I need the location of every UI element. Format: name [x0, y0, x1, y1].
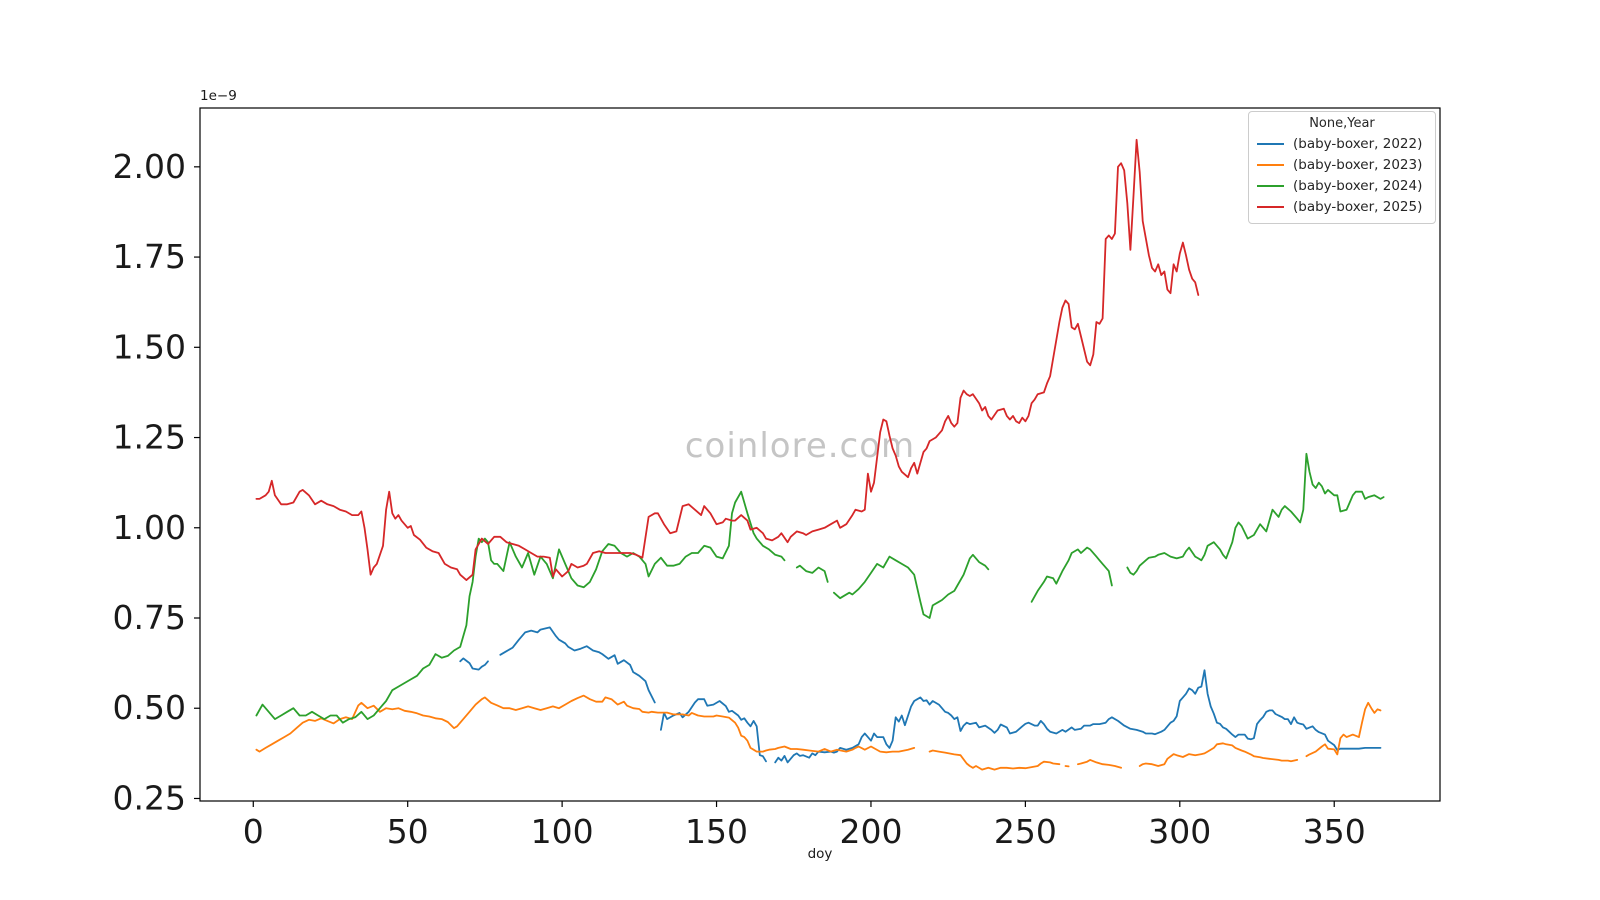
legend-entry: (baby-boxer, 2024): [1257, 175, 1427, 196]
y-tick-label: 0.50: [113, 688, 186, 727]
x-tick-label: 100: [531, 812, 594, 851]
series-line: [499, 626, 656, 704]
x-tick-label: 200: [839, 812, 902, 851]
legend-entry-label: (baby-boxer, 2024): [1293, 177, 1423, 194]
series-line: [795, 564, 829, 583]
legend-entry-label: (baby-boxer, 2023): [1293, 156, 1423, 173]
series-line: [833, 553, 990, 619]
y-tick-label: 1.50: [113, 327, 186, 366]
series-line: [1126, 452, 1385, 576]
series-line: [459, 657, 489, 671]
x-tick-label: 0: [243, 812, 264, 851]
legend-title: None,Year: [1309, 116, 1375, 131]
legend-line-sample: [1257, 205, 1284, 208]
legend-entry: (baby-boxer, 2025): [1257, 196, 1427, 217]
legend-entries: (baby-boxer, 2022) (baby-boxer, 2023) (bab…: [1257, 133, 1427, 217]
x-tick-label: 300: [1148, 812, 1211, 851]
plot-border: [199, 107, 1441, 802]
series-line: [1077, 759, 1122, 769]
series-line: [255, 694, 916, 754]
series-line: [660, 698, 767, 763]
series-line: [928, 749, 1061, 771]
legend-line-sample: [1257, 163, 1284, 166]
legend-entry-label: (baby-boxer, 2025): [1293, 198, 1423, 215]
legend-entry: (baby-boxer, 2022): [1257, 133, 1427, 154]
legend-entry-label: (baby-boxer, 2022): [1293, 135, 1423, 152]
legend: None,Year (baby-boxer, 2022) (baby-boxer,…: [1248, 111, 1436, 224]
series-line: [255, 138, 1200, 581]
y-tick-label: 0.25: [113, 778, 186, 817]
legend-entry: (baby-boxer, 2023): [1257, 154, 1427, 175]
y-tick-label: 1.25: [113, 418, 186, 457]
series-line: [1305, 701, 1382, 758]
y-tick-label: 0.75: [113, 598, 186, 637]
y-tick-label: 1.75: [113, 237, 186, 276]
x-tick-label: 350: [1303, 812, 1366, 851]
y-axis-offset-label: 1e−9: [200, 88, 237, 104]
x-tick-label: 150: [685, 812, 748, 851]
y-tick-label: 1.00: [113, 508, 186, 547]
y-tick-label: 2.00: [113, 147, 186, 186]
series-line: [1030, 546, 1113, 603]
x-axis-label: doy: [807, 846, 833, 862]
watermark: coinlore.com: [684, 426, 916, 466]
legend-line-sample: [1257, 142, 1284, 145]
legend-line-sample: [1257, 184, 1284, 187]
x-tick-label: 50: [387, 812, 429, 851]
series-line: [255, 490, 786, 724]
series-line: [774, 669, 1382, 764]
series-line: [1138, 742, 1299, 767]
x-tick-label: 250: [994, 812, 1057, 851]
